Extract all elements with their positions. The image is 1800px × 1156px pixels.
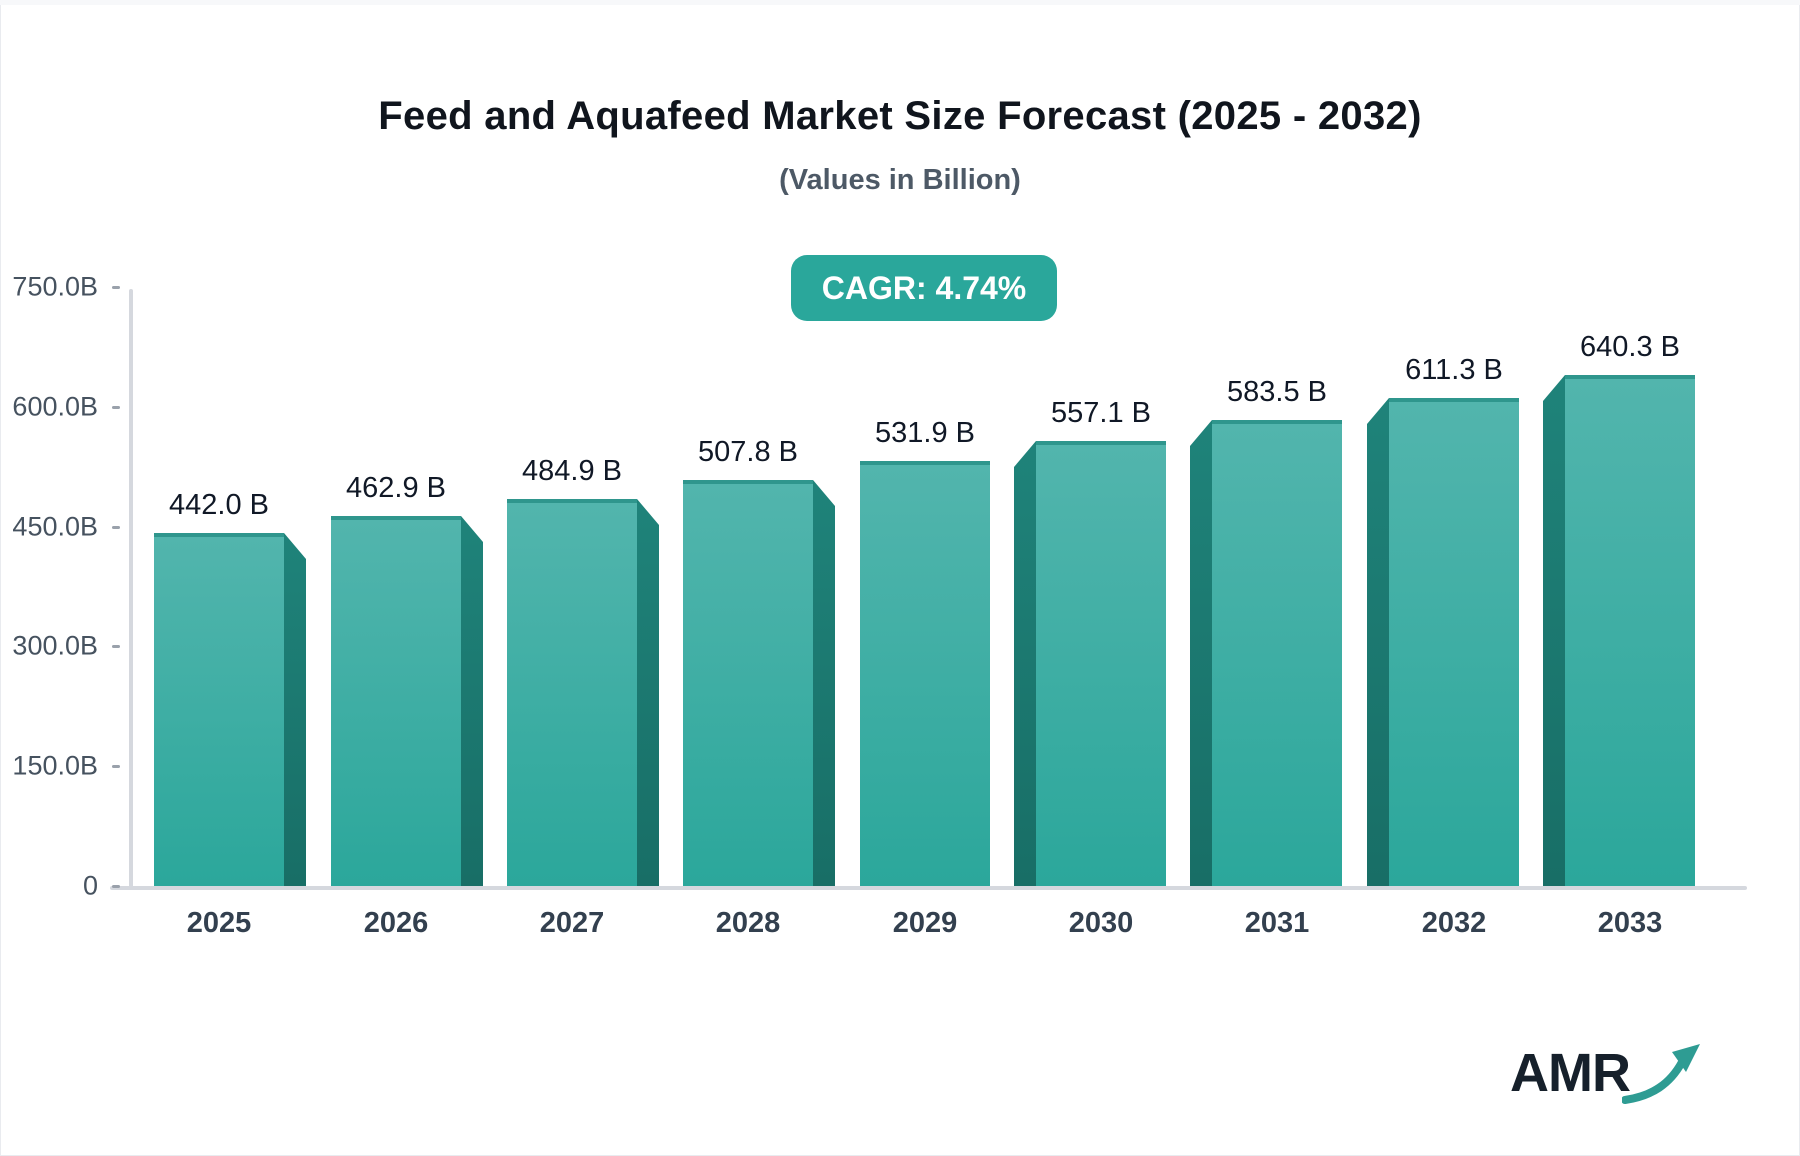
y-axis-tick-mark bbox=[112, 286, 120, 289]
bar[interactable] bbox=[1565, 375, 1695, 886]
bar-3d-side bbox=[813, 480, 835, 886]
cagr-badge-label: CAGR: 4.74% bbox=[821, 269, 1027, 306]
y-axis-tick-label: 300.0B bbox=[12, 630, 98, 661]
y-axis-tick-mark bbox=[112, 525, 120, 529]
x-axis-line bbox=[110, 886, 1747, 890]
bar[interactable] bbox=[331, 516, 461, 886]
bar-value-label: 507.8 B bbox=[698, 436, 798, 468]
brand-logo: AMR bbox=[1510, 1040, 1704, 1104]
bar-value-label: 442.0 B bbox=[169, 489, 269, 521]
bar-3d-side bbox=[1543, 375, 1565, 886]
bar-value-label: 611.3 B bbox=[1405, 354, 1503, 386]
bar-3d-side bbox=[1014, 441, 1036, 886]
y-axis-tick-mark bbox=[112, 885, 120, 888]
bar-value-label: 462.9 B bbox=[346, 472, 446, 504]
x-axis-category-label: 2027 bbox=[539, 907, 605, 939]
y-axis-tick-label: 150.0B bbox=[12, 750, 98, 781]
bar[interactable] bbox=[1389, 398, 1519, 886]
bar-value-label: 640.3 B bbox=[1580, 331, 1680, 363]
bar-3d-side bbox=[1367, 398, 1389, 886]
growth-arrow-icon bbox=[1622, 1044, 1700, 1104]
bar-value-label: 484.9 B bbox=[522, 455, 622, 487]
x-axis-category-label: 2030 bbox=[1068, 907, 1134, 939]
brand-logo-text: AMR bbox=[1510, 1043, 1631, 1103]
x-axis-category-label: 2028 bbox=[715, 907, 781, 939]
bar-value-label: 531.9 B bbox=[875, 417, 975, 449]
bar-value-label: 557.1 B bbox=[1051, 397, 1151, 429]
cagr-badge: CAGR: 4.74% bbox=[791, 255, 1057, 321]
y-axis-tick-label: 450.0B bbox=[12, 511, 98, 542]
chart-subtitle: (Values in Billion) bbox=[779, 164, 1021, 196]
x-axis-category-label: 2033 bbox=[1597, 907, 1663, 939]
y-axis-tick-label: 600.0B bbox=[12, 391, 98, 422]
bar[interactable] bbox=[860, 461, 990, 886]
chart-title: Feed and Aquafeed Market Size Forecast (… bbox=[378, 94, 1422, 138]
bar-3d-side bbox=[1190, 420, 1212, 886]
y-axis-tick-mark bbox=[112, 645, 120, 649]
x-axis-category-label: 2026 bbox=[363, 907, 429, 939]
y-axis-tick-mark bbox=[112, 405, 120, 409]
bar[interactable] bbox=[683, 480, 813, 886]
bar[interactable] bbox=[1036, 441, 1166, 886]
bar-3d-side bbox=[637, 499, 659, 886]
y-axis-tick-label: 750.0B bbox=[12, 271, 98, 302]
y-axis-line bbox=[129, 289, 133, 890]
bar-3d-side bbox=[284, 533, 306, 886]
x-axis-category-label: 2031 bbox=[1244, 907, 1310, 939]
x-axis-category-label: 2029 bbox=[892, 907, 958, 939]
bar[interactable] bbox=[1212, 420, 1342, 886]
bar[interactable] bbox=[154, 533, 284, 886]
x-axis-category-label: 2032 bbox=[1421, 907, 1487, 939]
bar-3d-side bbox=[461, 516, 483, 886]
bar-value-label: 583.5 B bbox=[1227, 376, 1327, 408]
bar[interactable] bbox=[507, 499, 637, 886]
y-axis-tick-label: 0 bbox=[82, 870, 98, 901]
top-strip bbox=[0, 0, 1800, 5]
y-axis-tick-mark bbox=[112, 765, 120, 769]
x-axis-category-label: 2025 bbox=[186, 907, 252, 939]
